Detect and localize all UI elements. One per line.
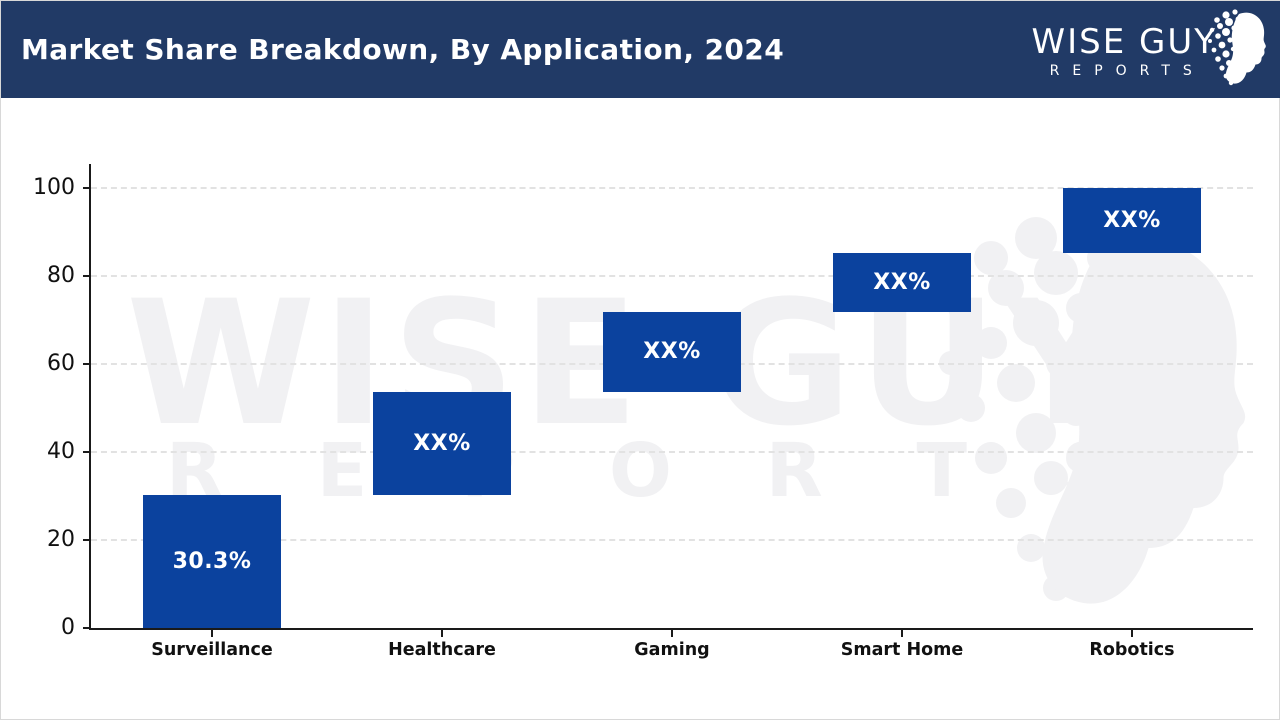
y-tick-80: [83, 275, 90, 277]
y-tick-label-80: 80: [47, 263, 75, 288]
bar-surveillance: 30.3%: [143, 494, 281, 628]
y-tick-100: [83, 187, 90, 189]
gridline-20: [91, 539, 1253, 541]
x-tick-3: [901, 630, 903, 637]
y-tick-label-60: 60: [47, 351, 75, 376]
header-band: Market Share Breakdown, By Application, …: [1, 1, 1280, 98]
x-axis-spine: [89, 628, 1253, 630]
y-tick-60: [83, 363, 90, 365]
logo-wordmark: WISE GUY: [1031, 21, 1217, 62]
watermark-dotted-head-icon: [939, 213, 1246, 604]
y-tick-label-100: 100: [33, 175, 75, 200]
x-tick-2: [671, 630, 673, 637]
y-tick-40: [83, 451, 90, 453]
gridline-40: [91, 451, 1253, 453]
x-tick-1: [441, 630, 443, 637]
bar-robotics: XX%: [1063, 188, 1201, 253]
bar-value-label: 30.3%: [172, 548, 252, 574]
x-tick-0: [211, 630, 213, 637]
logo-dotted-head-icon: [1208, 9, 1266, 86]
x-axis-label-healthcare: Healthcare: [388, 640, 496, 660]
x-axis-label-surveillance: Surveillance: [151, 640, 273, 660]
bar-smart-home: XX%: [833, 252, 971, 312]
bar-healthcare: XX%: [373, 392, 511, 495]
y-tick-20: [83, 539, 90, 541]
wiseguy-logo-text: WISE GUY REPORTS: [1031, 22, 1217, 79]
y-tick-label-20: 20: [47, 527, 75, 552]
y-tick-0: [83, 627, 90, 629]
bar-gaming: XX%: [603, 311, 741, 393]
x-axis-label-smart-home: Smart Home: [840, 640, 964, 660]
y-tick-label-0: 0: [61, 615, 75, 640]
x-axis-label-robotics: Robotics: [1089, 640, 1175, 660]
y-tick-label-40: 40: [47, 439, 75, 464]
gridline-80: [91, 275, 1253, 277]
logo-subtext: REPORTS: [1049, 62, 1205, 79]
bar-value-label: XX%: [643, 339, 701, 365]
x-tick-4: [1131, 630, 1133, 637]
wiseguy-logo: WISE GUY REPORTS: [1031, 5, 1273, 95]
chart-title: Market Share Breakdown, By Application, …: [21, 33, 785, 66]
y-axis-spine: [89, 164, 91, 630]
bar-value-label: XX%: [413, 430, 471, 456]
watermark-subtext: R E P O R T S: [166, 428, 1149, 514]
bar-value-label: XX%: [1103, 207, 1161, 233]
bar-value-label: XX%: [873, 269, 931, 295]
x-axis-label-gaming: Gaming: [634, 640, 710, 660]
gridline-100: [91, 187, 1253, 189]
